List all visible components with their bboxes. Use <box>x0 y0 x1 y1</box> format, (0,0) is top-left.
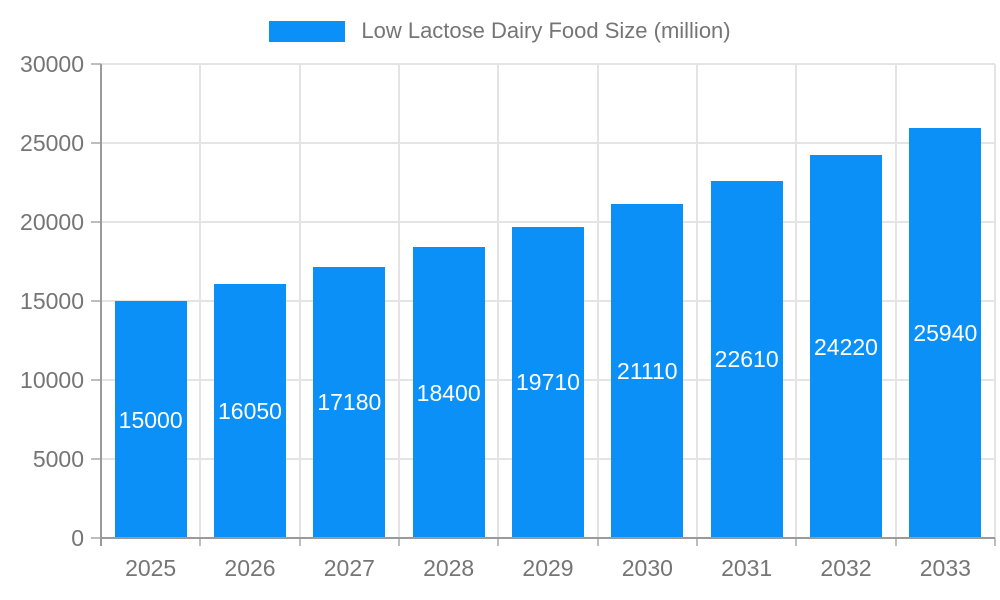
bar[interactable] <box>810 155 882 538</box>
x-axis-line <box>101 537 995 539</box>
bar[interactable] <box>512 226 584 538</box>
y-axis-tick <box>91 221 101 223</box>
y-axis-label: 5000 <box>32 446 84 472</box>
x-axis-label: 2027 <box>323 555 375 581</box>
x-axis-tick <box>795 538 798 546</box>
v-gridline <box>696 64 698 538</box>
y-axis-label: 15000 <box>20 288 84 314</box>
x-axis-tick <box>596 538 599 546</box>
h-gridline <box>101 63 995 65</box>
bar-value-label: 21110 <box>617 358 678 385</box>
x-axis-label: 2025 <box>125 555 177 581</box>
y-axis-tick <box>91 142 101 144</box>
v-gridline <box>596 64 599 538</box>
x-axis-label: 2031 <box>721 555 773 581</box>
bar[interactable] <box>611 204 684 538</box>
y-axis-tick <box>91 537 101 539</box>
bar[interactable] <box>114 301 187 538</box>
y-axis-tick <box>91 379 101 381</box>
y-axis-label: 10000 <box>20 367 84 393</box>
bar-value-label: 24220 <box>814 333 878 360</box>
y-axis-line <box>100 64 102 546</box>
x-axis-label: 2026 <box>224 555 276 581</box>
v-gridline <box>497 64 500 538</box>
h-gridline <box>101 221 995 223</box>
bar-value-label: 19710 <box>516 369 580 396</box>
legend-swatch[interactable] <box>269 20 346 42</box>
y-axis-label: 30000 <box>20 51 84 77</box>
v-gridline <box>298 64 301 538</box>
bar[interactable] <box>412 247 485 538</box>
y-axis-label: 25000 <box>20 130 84 156</box>
y-axis-label: 0 <box>71 525 84 551</box>
bar[interactable] <box>214 284 286 538</box>
bar[interactable] <box>909 128 982 538</box>
y-axis-tick <box>91 63 101 65</box>
v-gridline <box>199 64 202 538</box>
x-axis-tick <box>298 538 301 546</box>
x-axis-tick <box>894 538 897 546</box>
y-axis-tick <box>91 458 101 460</box>
bar-value-label: 22610 <box>714 346 779 373</box>
v-gridline <box>994 64 996 538</box>
v-gridline <box>795 64 798 538</box>
bar-value-label: 17180 <box>317 389 382 416</box>
x-axis-tick <box>398 538 400 546</box>
v-gridline <box>398 64 400 538</box>
x-axis-tick <box>199 538 202 546</box>
x-axis-label: 2028 <box>423 555 475 581</box>
x-axis-label: 2029 <box>522 555 574 581</box>
y-axis-label: 20000 <box>20 209 84 235</box>
v-gridline <box>894 64 897 538</box>
x-axis-tick <box>994 538 996 546</box>
bar-value-label: 16050 <box>218 398 282 425</box>
y-axis-tick <box>91 300 101 302</box>
legend-label: Low Lactose Dairy Food Size (million) <box>361 18 731 43</box>
bar-value-label: 15000 <box>118 406 183 433</box>
h-gridline <box>101 142 995 144</box>
bar[interactable] <box>313 266 386 538</box>
x-axis-label: 2030 <box>621 555 673 581</box>
legend[interactable]: Low Lactose Dairy Food Size (million) <box>0 18 1000 44</box>
x-axis-label: 2032 <box>820 555 872 581</box>
bar-value-label: 18400 <box>416 379 481 406</box>
x-axis-tick <box>696 538 698 546</box>
x-axis-tick <box>497 538 500 546</box>
bar-value-label: 25940 <box>913 320 978 347</box>
x-axis-label: 2033 <box>919 555 971 581</box>
bar[interactable] <box>710 180 783 538</box>
